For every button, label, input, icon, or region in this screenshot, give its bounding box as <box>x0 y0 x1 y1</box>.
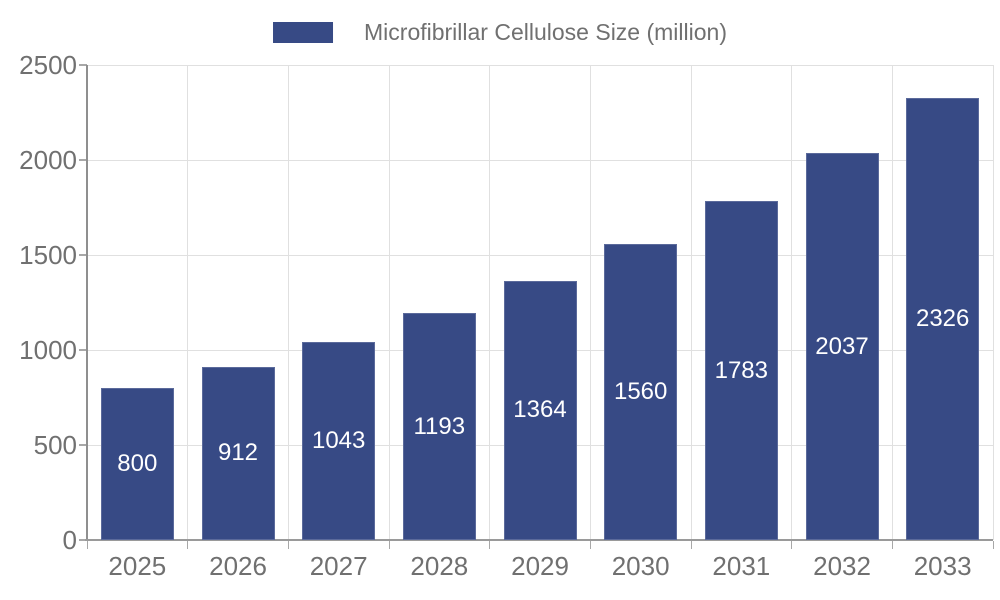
bar-value-label: 800 <box>117 450 158 477</box>
y-axis-tick-label: 2000 <box>19 145 77 175</box>
v-gridline <box>589 65 591 540</box>
v-gridline <box>187 65 189 540</box>
legend-label: Microfibrillar Cellulose Size (million) <box>364 19 727 45</box>
x-axis-tick-label: 2026 <box>209 551 267 581</box>
bar-2027[interactable]: 1043 <box>302 341 376 540</box>
bar-2026[interactable]: 912 <box>201 366 275 540</box>
x-axis-line <box>85 539 993 541</box>
legend-item[interactable]: Microfibrillar Cellulose Size (million) <box>273 20 727 45</box>
x-axis-tick <box>187 541 189 549</box>
y-axis-tick <box>79 539 87 541</box>
x-axis-tick <box>489 541 491 549</box>
bar-value-label: 1783 <box>714 356 768 384</box>
y-axis-tick <box>79 254 87 256</box>
y-axis-tick <box>79 444 87 446</box>
h-gridline <box>87 64 993 66</box>
x-axis-tick <box>690 541 692 549</box>
y-axis-tick <box>79 64 87 66</box>
bar-value-label: 1560 <box>613 377 668 405</box>
x-axis-tick-label: 2030 <box>611 551 670 581</box>
bar-2030[interactable]: 1560 <box>604 243 678 540</box>
x-axis-tick-label: 2025 <box>108 551 167 581</box>
legend-swatch <box>273 22 334 43</box>
v-gridline <box>489 65 491 540</box>
y-axis-tick-label: 1500 <box>19 240 77 270</box>
x-axis-tick <box>992 541 994 549</box>
y-axis-tick-label: 2500 <box>19 50 77 80</box>
y-axis-tick-label: 500 <box>33 430 77 460</box>
v-gridline <box>388 65 390 540</box>
x-axis-tick <box>86 541 88 549</box>
bar-value-label: 2326 <box>915 305 970 333</box>
v-gridline <box>287 65 289 540</box>
x-axis-tick-label: 2032 <box>813 551 871 581</box>
y-axis-tick <box>79 349 87 351</box>
bar-2032[interactable]: 2037 <box>805 153 879 540</box>
y-axis-tick <box>79 159 87 161</box>
h-gridline <box>87 159 993 161</box>
bar-2028[interactable]: 1193 <box>402 313 476 540</box>
y-axis-tick-label: 1000 <box>19 335 77 365</box>
x-axis-tick-label: 2027 <box>309 551 368 581</box>
h-gridline <box>87 254 993 256</box>
v-gridline <box>791 65 793 540</box>
x-axis-tick-label: 2031 <box>712 551 771 581</box>
x-axis-tick-label: 2029 <box>511 551 569 581</box>
bar-2029[interactable]: 1364 <box>503 280 577 540</box>
x-axis-tick-label: 2028 <box>410 551 469 581</box>
bar-value-label: 1364 <box>513 396 567 424</box>
x-axis-tick-label: 2033 <box>913 551 972 581</box>
bar-value-label: 1193 <box>413 412 466 440</box>
bar-value-label: 2037 <box>815 332 869 360</box>
v-gridline <box>992 65 994 540</box>
bar-value-label: 912 <box>217 439 259 467</box>
y-axis-tick-label: 0 <box>62 525 77 555</box>
bar-2033[interactable]: 2326 <box>906 98 980 540</box>
v-gridline <box>690 65 692 540</box>
v-gridline <box>891 65 893 540</box>
x-axis-tick <box>287 541 289 549</box>
x-axis-tick <box>388 541 390 549</box>
bar-value-label: 1043 <box>311 426 366 454</box>
x-axis-tick <box>791 541 793 549</box>
y-axis-line <box>86 65 88 540</box>
bar-2031[interactable]: 1783 <box>704 201 778 540</box>
x-axis-tick <box>589 541 591 549</box>
bar-2025[interactable]: 800 <box>100 388 174 540</box>
x-axis-tick <box>891 541 893 549</box>
